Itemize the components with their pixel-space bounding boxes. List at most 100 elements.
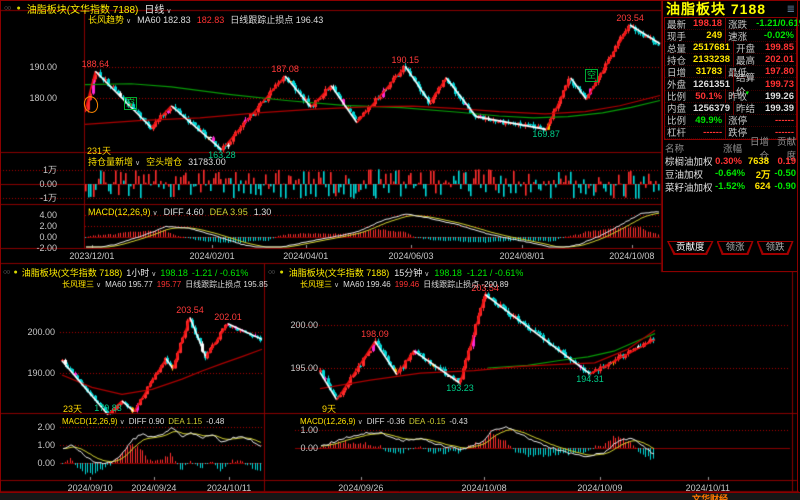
br-indicator-line: 长风理三 ∨ MA60 199.46 199.46 日线跟踪止损点 -200.89 <box>300 279 509 290</box>
bl-change: -1.21 / -0.61% <box>191 267 249 278</box>
quote-value: 249 <box>706 30 723 42</box>
quote-label: 涨停 <box>725 113 756 128</box>
contribution-value: 0.19 <box>777 155 797 167</box>
quote-value: 197.80 <box>764 66 794 78</box>
quote-label: 现手 <box>667 31 687 43</box>
bl-macd-header: MACD(12,26,9) ∨ DIFF 0.90 DEA 1.15 -0.48 <box>62 417 224 426</box>
contribution-table: 名称 涨幅 日增仓 贡献度 棕榈油加权 0.30% 7638 0.19 豆油加权 -0.64% 2万… <box>665 137 797 194</box>
table-row[interactable]: 豆油加权 -0.64% 2万 -0.50 <box>665 168 796 181</box>
change-pct: -1.52% <box>715 181 746 193</box>
bottom-strip: 文华财经 <box>0 493 800 500</box>
wenhua-logo: 文华财经 <box>692 494 729 500</box>
link-circles-icon[interactable]: ○○ <box>4 5 12 12</box>
br-chart-title: 油脂板块(文华指数 7188) <box>288 268 390 278</box>
volume-label: 空头增仓 <box>146 157 183 167</box>
tab-领涨[interactable]: 领涨 <box>716 241 754 255</box>
quote-value: ------ <box>775 126 794 138</box>
bl-indicator-selector[interactable]: 长风理三 ∨ <box>62 280 102 289</box>
quote-row: 内盘 1256379 昨结 199.39 <box>665 101 796 116</box>
quote-label[interactable]: 结算价▾ <box>732 70 764 99</box>
br-macd-header: MACD(12,26,9) ∨ DIFF -0.36 DEA -0.15 -0.4… <box>300 417 468 426</box>
main-indicator-selector[interactable]: 长风趋势 ∨ <box>88 15 132 25</box>
quote-row: 现手 249 速涨 -0.02% <box>665 28 796 43</box>
br-change: -1.21 / -0.61% <box>466 267 524 278</box>
quote-label: 涨跌 <box>725 16 756 31</box>
chevron-down-icon: ▾ <box>745 90 750 98</box>
quote-label: 最低 <box>725 64 756 79</box>
volume-value: 31783.00 <box>188 156 226 167</box>
tab-领跌[interactable]: 领跌 <box>756 241 794 255</box>
macd-indicator-selector[interactable]: MACD(12,26,9) ∨ <box>300 417 363 426</box>
link-circles-icon[interactable]: ○○ <box>3 269 11 276</box>
quote-value: -0.02% <box>763 30 794 42</box>
macd-hist: 1.30 <box>253 207 272 217</box>
macd-diff: DIFF 0.90 <box>128 417 165 426</box>
br-period-selector[interactable]: 15分钟 ∨ <box>394 268 430 278</box>
quote-label: 比例 <box>667 92 687 104</box>
status-dot-icon: ● <box>279 269 284 276</box>
quote-value: 50.1% <box>695 90 723 102</box>
quote-value: 198.18 <box>693 18 723 30</box>
ma-value-red: 199.46 <box>394 280 420 289</box>
quote-label: 杠杆 <box>667 128 687 140</box>
list-icon[interactable]: ≣ <box>786 3 795 15</box>
quote-label: 内盘 <box>667 104 687 116</box>
chevron-down-icon: ∨ <box>126 18 132 25</box>
quote-value: 202.01 <box>764 54 794 66</box>
chevron-down-icon: ∨ <box>357 419 363 426</box>
quote-row: 比例 49.9% 涨停 ------ <box>665 113 796 128</box>
chevron-down-icon: ∨ <box>334 282 340 289</box>
macd-hist: -0.43 <box>449 417 468 426</box>
stoploss-value: 日线跟踪止损点 -200.89 <box>423 280 509 289</box>
quote-label: 持仓 <box>667 55 687 67</box>
table-row[interactable]: 菜籽油加权 -1.52% 624 -0.90 <box>665 180 796 194</box>
macd-hist: -0.48 <box>206 417 225 426</box>
quote-row: 比例 50.1% 昨收 199.26 <box>665 89 796 104</box>
bl-last-price: 198.18 <box>160 267 188 278</box>
main-chart-title: 油脂板块(文华指数 7188) <box>26 5 139 16</box>
bl-period-selector[interactable]: 1小时 ∨ <box>126 268 157 278</box>
table-row[interactable]: 棕榈油加权 0.30% 7638 0.19 <box>665 155 797 169</box>
main-period-selector[interactable]: 日线 ∨ <box>144 5 172 16</box>
volume-indicator-selector[interactable]: 持仓量新增 ∨ <box>88 157 141 167</box>
volume-panel-header: 持仓量新增 ∨ 空头增仓 31783.00 <box>88 155 226 168</box>
open-interest-change: 624 <box>754 181 771 193</box>
quote-label: 跌停 <box>725 125 756 140</box>
macd-indicator-selector[interactable]: MACD(12,26,9) ∨ <box>62 417 125 426</box>
quote-row: 总量 2517681 开盘 199.85 <box>665 40 796 55</box>
macd-indicator-selector[interactable]: MACD(12,26,9) ∨ <box>88 207 158 217</box>
contract-title: 油脂板块 7188 <box>666 1 767 17</box>
quote-label: 总量 <box>667 43 687 55</box>
ma-value-red: 182.83 <box>196 14 225 25</box>
quote-value: ------ <box>703 126 723 138</box>
chevron-down-icon: ∨ <box>152 210 158 217</box>
macd-dea: DEA -0.15 <box>408 417 446 426</box>
quote-value: 31783 <box>695 66 723 78</box>
link-circles-icon[interactable]: ○○ <box>268 269 276 276</box>
contribution-value: -0.50 <box>774 168 797 180</box>
quote-value: 199.39 <box>764 102 794 114</box>
chevron-down-icon: ∨ <box>151 271 157 278</box>
contract-name: 豆油加权 <box>665 170 704 181</box>
br-chart-header: ○○ ● 油脂板块(文华指数 7188) 15分钟 ∨ 198.18 -1.21 … <box>268 266 523 279</box>
bl-chart-header: ○○ ● 油脂板块(文华指数 7188) 1小时 ∨ 198.18 -1.21 /… <box>3 266 248 279</box>
quote-value: 199.85 <box>764 42 794 54</box>
quote-row: 外盘 1261351 结算价▾ 199.73 <box>665 70 796 99</box>
quote-label: 比例 <box>667 116 687 128</box>
br-last-price: 198.18 <box>434 267 462 278</box>
quote-row: 杠杆 ------ 跌停 ------ <box>665 125 796 140</box>
tab-贡献度[interactable]: 贡献度 <box>667 241 714 255</box>
chevron-down-icon: ∨ <box>424 271 430 278</box>
ma-value-red: 195.77 <box>156 280 182 289</box>
quote-value: 2517681 <box>693 42 730 54</box>
contribution-header-row: 名称 涨幅 日增仓 贡献度 <box>665 137 796 162</box>
br-indicator-selector[interactable]: 长风理三 ∨ <box>300 280 340 289</box>
macd-dea: DEA 1.15 <box>168 417 203 426</box>
stoploss-value: 日线跟踪止损点 195.85 <box>185 280 268 289</box>
macd-diff: DIFF 4.60 <box>163 207 204 217</box>
column-header: 日增仓 <box>749 137 769 163</box>
